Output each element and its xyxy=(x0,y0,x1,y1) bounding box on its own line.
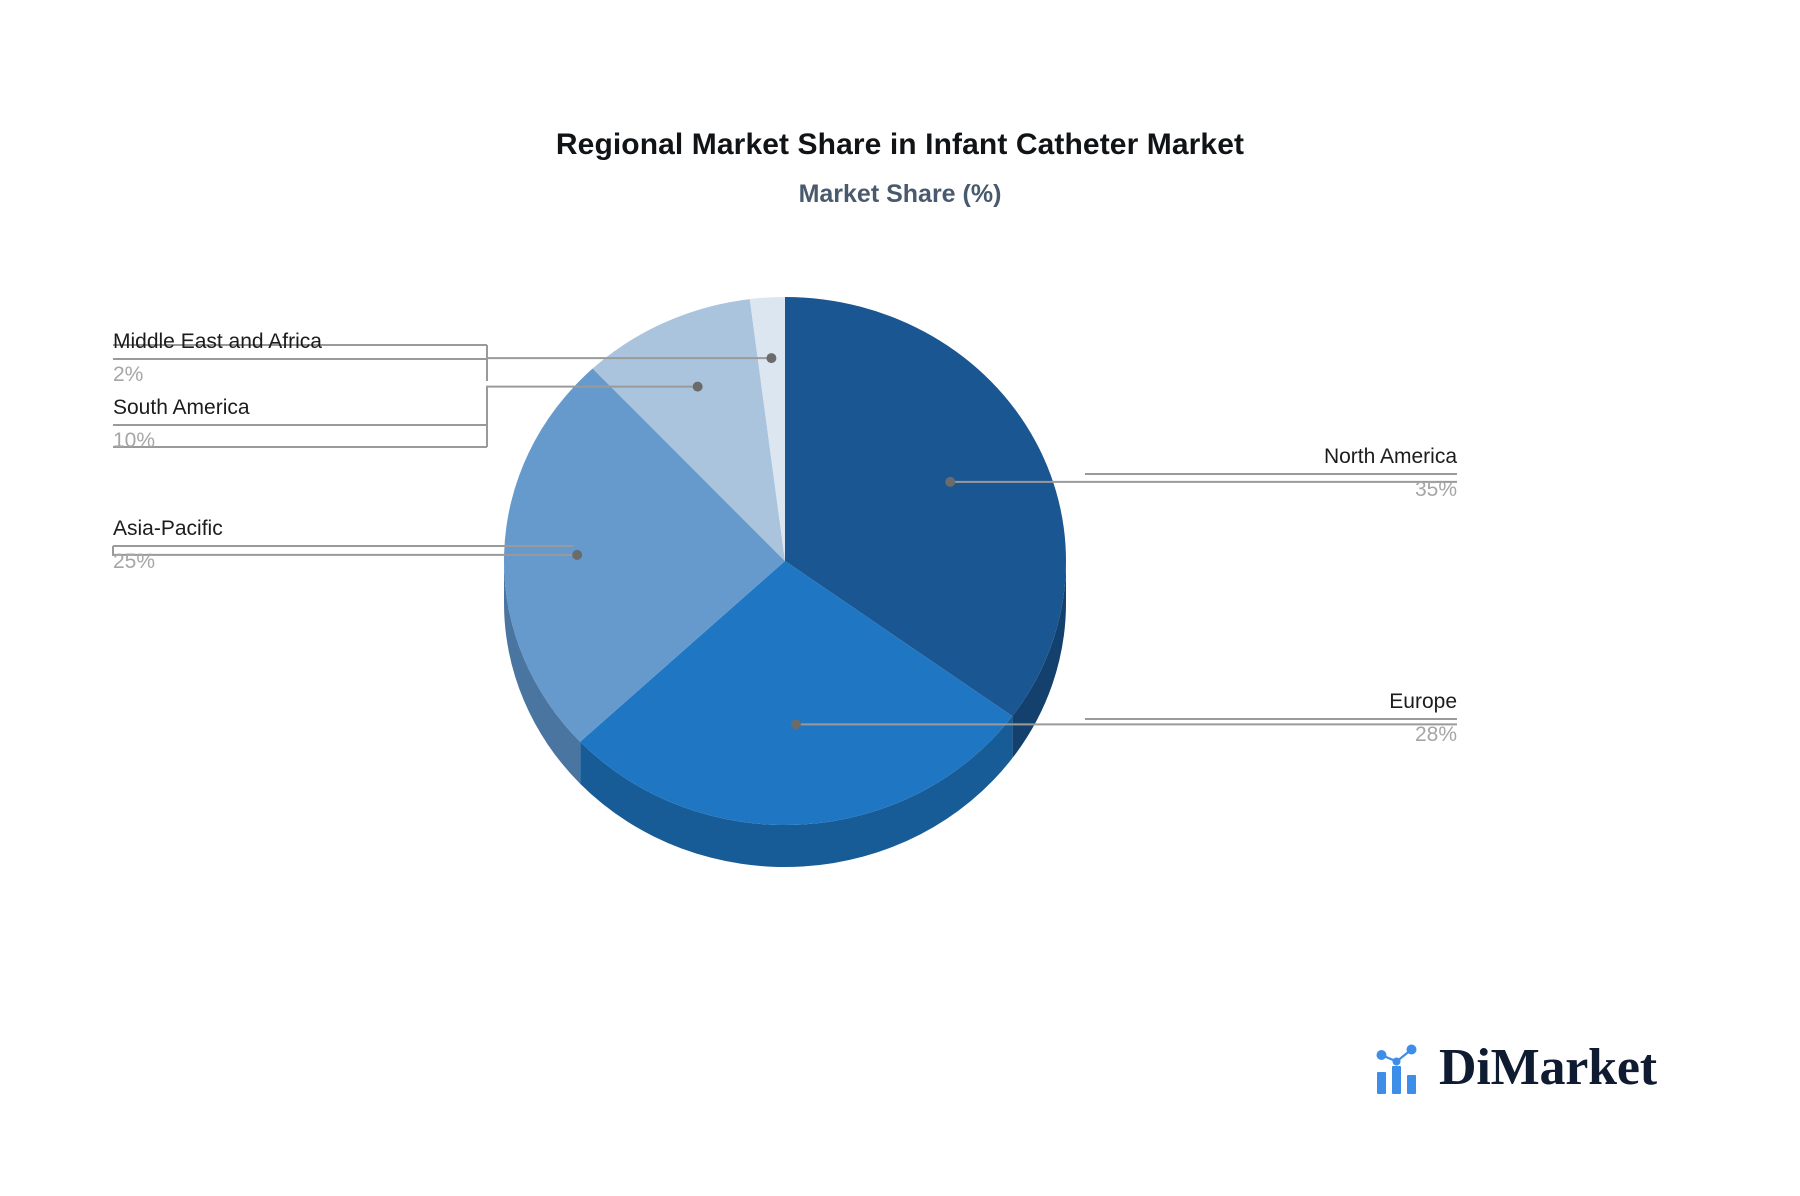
callout-value-middle-east-and-africa: 2% xyxy=(113,362,144,386)
callout-rule-north-america xyxy=(1085,472,1457,475)
callout-label-north-america: North America xyxy=(1323,445,1457,468)
pie-depth-3d xyxy=(504,561,1066,867)
leader-dot-middle-east-and-africa xyxy=(766,353,777,364)
callout-label-europe: Europe xyxy=(1389,690,1457,713)
bar-chart-icon xyxy=(1376,1044,1417,1094)
callout-asia-pacific: Asia-Pacific 25% xyxy=(113,516,573,574)
callout-label-asia-pacific: Asia-Pacific xyxy=(113,517,223,540)
callout-north-america: North America 35% xyxy=(1085,444,1457,502)
leader-dot-north-america xyxy=(945,476,956,487)
pie-slice-north-america xyxy=(785,297,1066,717)
leader-line-asia-pacific xyxy=(112,546,578,556)
leader-dot-europe xyxy=(790,719,801,730)
logo-wordmark: DiMarket xyxy=(1439,1039,1657,1096)
callout-south-america: South America 10% xyxy=(113,395,486,453)
pie-slice-side-europe xyxy=(580,716,1013,867)
callout-rule-south-america xyxy=(113,423,486,426)
leader-lines xyxy=(112,344,1457,730)
callout-value-europe: 28% xyxy=(1414,722,1457,746)
callout-value-north-america: 35% xyxy=(1414,477,1457,501)
callout-rule-europe xyxy=(1085,717,1457,720)
pie-slice-asia-pacific xyxy=(503,368,785,742)
pie-slice-side-asia-pacific xyxy=(504,561,581,784)
leader-dot-asia-pacific xyxy=(572,549,583,560)
callout-middle-east-and-africa: Middle East and Africa 2% xyxy=(113,329,486,387)
leader-line-south-america xyxy=(486,385,698,411)
leader-dot-south-america xyxy=(692,381,703,392)
callout-label-middle-east-and-africa: Middle East and Africa xyxy=(113,330,322,353)
callout-rule-asia-pacific xyxy=(113,544,573,547)
callout-label-south-america: South America xyxy=(113,396,250,419)
callout-value-asia-pacific: 25% xyxy=(113,549,156,573)
pie-slice-middle-east-and-africa xyxy=(749,297,785,561)
callout-rule-middle-east-and-africa xyxy=(113,357,486,360)
callout-europe: Europe 28% xyxy=(1085,689,1457,747)
pie-slices xyxy=(503,297,1066,825)
pie-slice-europe xyxy=(580,561,1013,825)
dimarket-logo: DiMarket xyxy=(1374,1042,1657,1094)
callout-value-south-america: 10% xyxy=(113,428,156,452)
pie-slice-side-north-america xyxy=(1012,561,1066,759)
pie-slice-south-america xyxy=(592,299,785,561)
